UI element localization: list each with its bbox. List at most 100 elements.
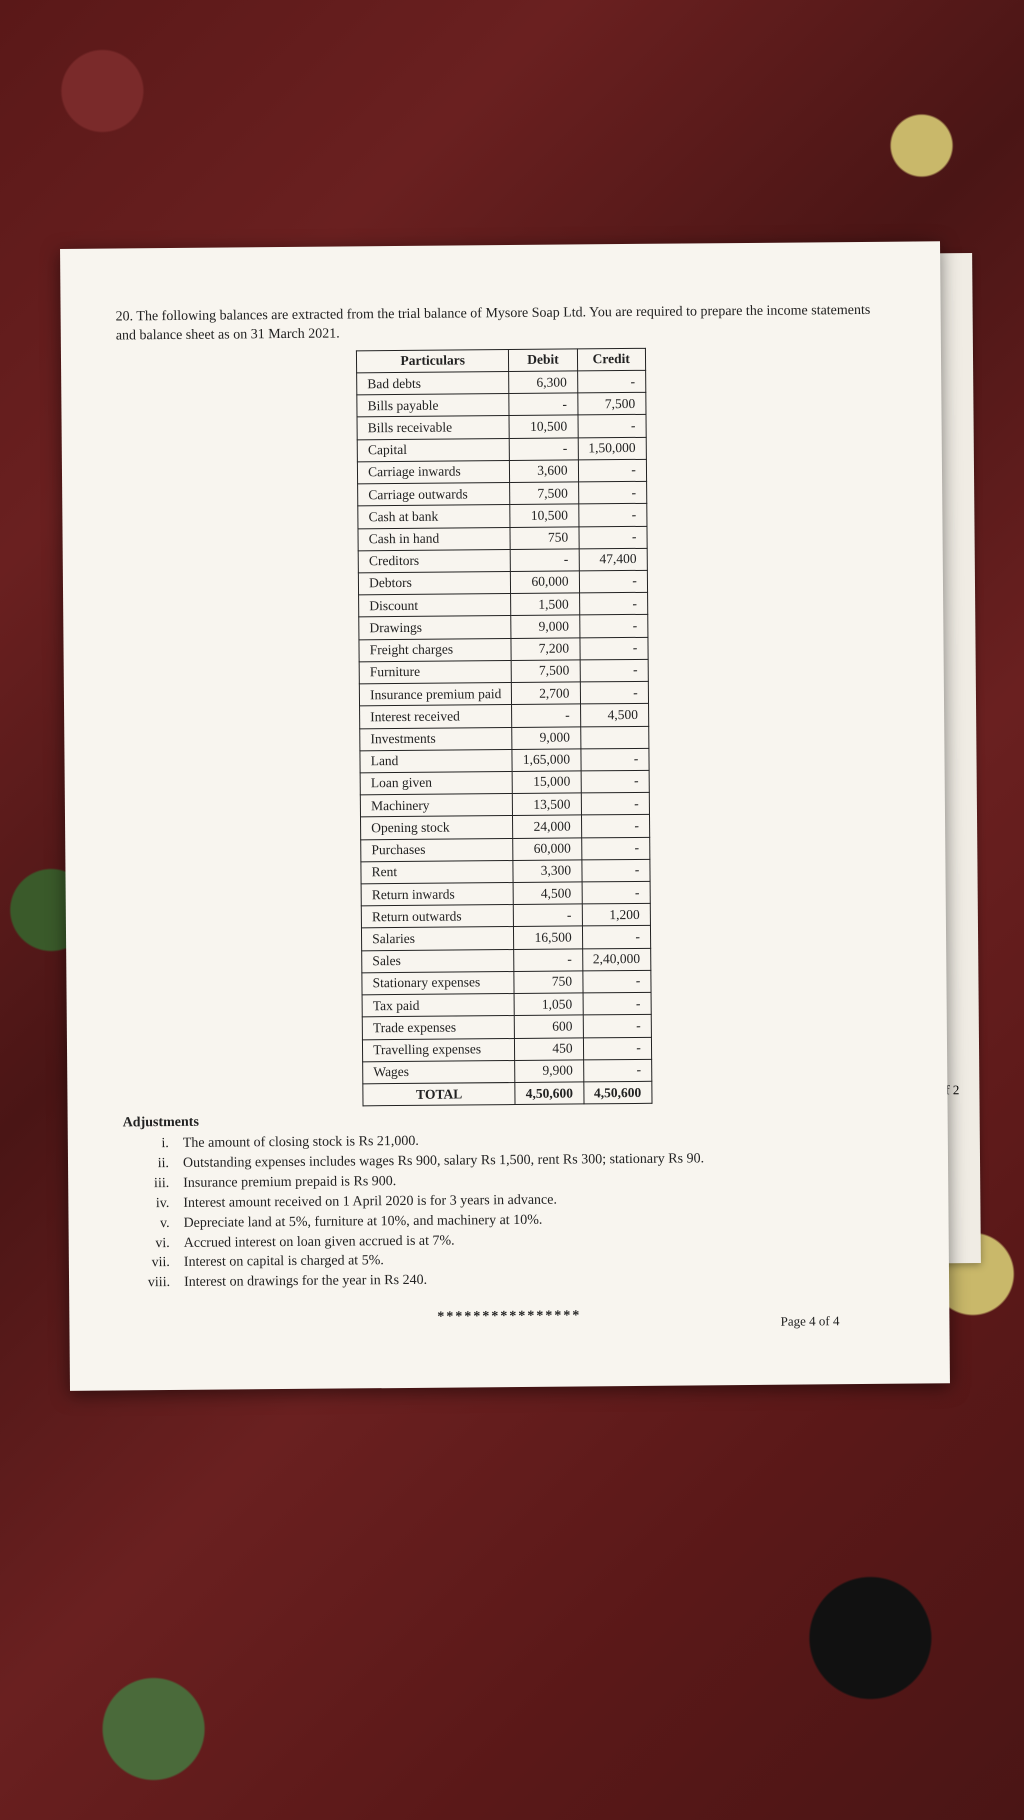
cell-debit: - (514, 949, 582, 972)
cell-particulars: Capital (357, 438, 509, 462)
cell-credit: - (583, 1059, 651, 1082)
cell-debit: - (514, 904, 582, 927)
table-row: Freight charges7,200- (359, 637, 648, 662)
cell-credit: 4,500 (580, 704, 648, 727)
cell-total-credit: 4,50,600 (583, 1081, 651, 1104)
cell-particulars: Debtors (359, 571, 511, 595)
cell-particulars: Stationary expenses (362, 971, 514, 995)
adjustment-text: Interest on capital is charged at 5%. (184, 1253, 384, 1274)
adjustment-number: ii. (123, 1155, 183, 1174)
cell-credit: - (580, 659, 648, 682)
table-row: Opening stock24,000- (361, 815, 650, 840)
table-row: Bills receivable10,500- (357, 415, 646, 440)
cell-credit: - (581, 748, 649, 771)
cell-particulars: Rent (361, 860, 513, 884)
cell-particulars: Salaries (362, 927, 514, 951)
adjustments-list: i.The amount of closing stock is Rs 21,0… (123, 1129, 894, 1294)
question-body: The following balances are extracted fro… (116, 303, 871, 343)
cell-debit: 600 (515, 1015, 583, 1038)
cell-debit: 9,000 (512, 726, 580, 749)
cell-debit: 1,050 (514, 993, 582, 1016)
table-row: Discount1,500- (359, 593, 648, 618)
adjustment-number: iv. (123, 1195, 183, 1214)
cell-credit: - (579, 526, 647, 549)
adjustment-text: Interest amount received on 1 April 2020… (183, 1191, 557, 1213)
cell-particulars: Insurance premium paid (359, 683, 511, 707)
cell-credit: - (578, 459, 646, 482)
question-text: 20. The following balances are extracted… (116, 302, 886, 346)
adjustment-text: Depreciate land at 5%, furniture at 10%,… (183, 1211, 542, 1233)
adjustment-number: iii. (123, 1175, 183, 1194)
cell-debit: 750 (514, 971, 582, 994)
table-row: Loan given15,000- (360, 770, 649, 795)
adjustment-text: Accrued interest on loan given accrued i… (184, 1232, 455, 1253)
table-row: Stationary expenses750- (362, 970, 651, 995)
table-row: Wages9,900- (363, 1059, 652, 1084)
adjustment-number: vi. (124, 1234, 184, 1253)
cell-debit: 1,500 (511, 593, 579, 616)
table-row: Rent3,300- (361, 859, 650, 884)
cell-debit: 60,000 (513, 838, 581, 861)
cell-debit: 6,300 (509, 371, 577, 394)
cell-debit: 7,500 (511, 660, 579, 683)
cell-debit: 10,500 (509, 415, 577, 438)
cell-credit: - (582, 970, 650, 993)
cell-debit: 450 (515, 1037, 583, 1060)
cell-debit: 4,500 (513, 882, 581, 905)
table-row: Debtors60,000- (359, 570, 648, 595)
adjustment-text: Interest on drawings for the year in Rs … (184, 1272, 427, 1293)
table-row: Creditors-47,400 (358, 548, 647, 573)
cell-debit: - (512, 704, 580, 727)
cell-particulars: Cash in hand (358, 527, 510, 551)
table-row: Bad debts6,300- (357, 370, 646, 395)
cell-total-debit: 4,50,600 (515, 1082, 583, 1105)
table-row: Travelling expenses450- (363, 1037, 652, 1062)
table-row: Purchases60,000- (361, 837, 650, 862)
table-row: Carriage inwards3,600- (358, 459, 647, 484)
cell-particulars: Discount (359, 594, 511, 618)
cell-credit: - (582, 926, 650, 949)
cell-credit: - (581, 770, 649, 793)
cell-credit: - (579, 570, 647, 593)
cell-credit: 1,50,000 (578, 437, 646, 460)
cell-debit: - (509, 393, 577, 416)
cell-credit: 47,400 (579, 548, 647, 571)
cell-credit: - (581, 859, 649, 882)
cell-particulars: Creditors (358, 549, 510, 573)
table-row: Trade expenses600- (362, 1015, 651, 1040)
cell-particulars: Return inwards (361, 883, 513, 907)
table-row: Insurance premium paid2,700- (359, 681, 648, 706)
table-row: Salaries16,500- (362, 926, 651, 951)
cell-particulars: Sales (362, 949, 514, 973)
cell-particulars: Travelling expenses (363, 1038, 515, 1062)
adjustment-number: viii. (124, 1274, 184, 1293)
cell-credit: - (581, 837, 649, 860)
adjustment-number: i. (123, 1135, 183, 1154)
cell-debit: 9,900 (515, 1060, 583, 1083)
cell-particulars: Land (360, 749, 512, 773)
paper-stack: 1 of 2 20. The following balances are ex… (60, 241, 970, 1391)
col-credit: Credit (577, 348, 645, 371)
cell-credit: - (580, 681, 648, 704)
cell-debit: 1,65,000 (512, 749, 580, 772)
cell-particulars: Carriage outwards (358, 483, 510, 507)
cell-credit: - (578, 481, 646, 504)
cell-credit: 1,200 (582, 904, 650, 927)
cell-credit (580, 726, 648, 749)
cell-debit: 10,500 (510, 504, 578, 527)
cell-credit: - (579, 593, 647, 616)
cell-debit: 2,700 (512, 682, 580, 705)
cell-credit: - (583, 992, 651, 1015)
cell-total-label: TOTAL (363, 1083, 515, 1107)
cell-debit: 16,500 (514, 926, 582, 949)
table-row: Bills payable-7,500 (357, 393, 646, 418)
cell-credit: - (580, 637, 648, 660)
table-row: Cash at bank10,500- (358, 504, 647, 529)
cell-credit: - (583, 1015, 651, 1038)
cell-particulars: Interest received (360, 705, 512, 729)
cell-particulars: Opening stock (361, 816, 513, 840)
cell-particulars: Freight charges (359, 638, 511, 662)
cell-particulars: Carriage inwards (358, 460, 510, 484)
cell-particulars: Bills payable (357, 394, 509, 418)
cell-credit: - (582, 881, 650, 904)
